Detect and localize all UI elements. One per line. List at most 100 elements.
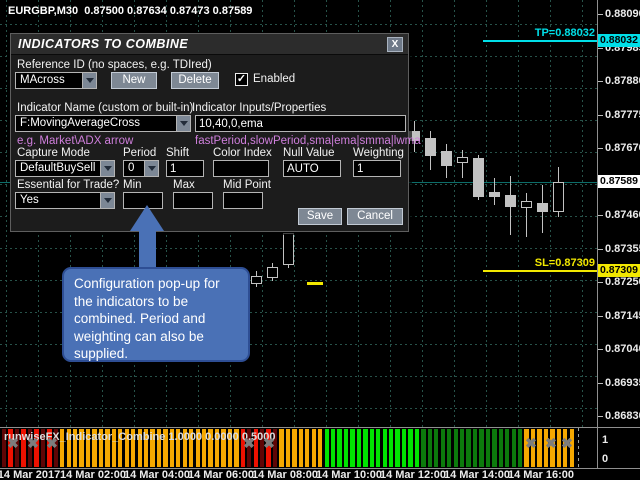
indicator-name-dropdown[interactable]: F:MovingAverageCross: [15, 115, 191, 132]
dropdown-arrow-button[interactable]: [176, 116, 190, 131]
histogram-bar: [434, 429, 439, 467]
capture-mode-dropdown[interactable]: DefaultBuySell: [15, 160, 115, 177]
histogram-bar: [40, 429, 46, 467]
take-profit-line[interactable]: [483, 40, 597, 42]
indicator-scale-min: 0: [602, 453, 609, 465]
histogram-bar: [556, 429, 562, 467]
price-axis-tick: [598, 249, 603, 250]
grid-line-horizontal: [0, 24, 597, 25]
indicator-name-label: Indicator Name (custom or built-in): [17, 102, 194, 114]
histogram-bar: [414, 429, 420, 467]
price-axis-tick: [598, 148, 603, 149]
dropdown-arrow-button[interactable]: [82, 73, 96, 88]
histogram-bar: [21, 429, 26, 467]
time-axis-label: 14 Mar 16:00: [507, 469, 575, 480]
candle-wick: [462, 150, 463, 178]
histogram-bar: [195, 429, 200, 467]
histogram-bar: [260, 429, 265, 467]
current-price-axis-badge: 0.87589: [598, 175, 640, 188]
histogram-bar: [8, 429, 13, 467]
grid-line-vertical: [518, 0, 519, 427]
histogram-bar: [150, 429, 155, 467]
price-axis-tick: [598, 383, 603, 384]
histogram-bar: [2, 429, 7, 467]
weighting-field[interactable]: [353, 160, 401, 177]
save-button[interactable]: Save: [298, 208, 342, 225]
candle-body: [553, 182, 564, 212]
essential-label: Essential for Trade?: [17, 179, 120, 191]
histogram-bar: [440, 429, 445, 467]
close-icon[interactable]: X: [387, 37, 403, 52]
max-label: Max: [173, 179, 195, 191]
price-axis-label: 0.86935: [605, 377, 640, 389]
stop-loss-line[interactable]: [483, 270, 597, 272]
shift-field[interactable]: [166, 160, 204, 177]
color-index-field[interactable]: [213, 160, 269, 177]
weighting-label: Weighting: [353, 147, 404, 159]
mid-point-label: Mid Point: [223, 179, 271, 191]
dropdown-arrow-button[interactable]: [100, 193, 114, 208]
histogram-bar: [376, 429, 381, 467]
grid-line-vertical: [6, 0, 7, 427]
price-axis-tick: [598, 416, 603, 417]
histogram-bar: [530, 429, 536, 467]
histogram-bar: [363, 429, 368, 467]
price-axis[interactable]: 0.88032 0.87589 0.87309 0.880900.879850.…: [598, 0, 640, 427]
price-axis-label: 0.87145: [605, 310, 640, 322]
price-axis-tick: [598, 215, 603, 216]
grid-line-horizontal: [0, 408, 597, 409]
chevron-down-icon: [103, 198, 112, 203]
histogram-bar: [105, 429, 110, 467]
x-mark-icon: ✖: [7, 435, 19, 451]
candle-body: [425, 138, 436, 156]
candle-body: [521, 201, 532, 208]
indicator-name-value: F:MovingAverageCross: [20, 117, 140, 129]
histogram-bar: [318, 429, 323, 467]
dialog-title: INDICATORS TO COMBINE: [18, 37, 189, 51]
chevron-down-icon: [85, 78, 94, 83]
chevron-down-icon: [103, 166, 112, 171]
grid-line-vertical: [486, 0, 487, 427]
time-axis[interactable]: 14 Mar 2017 14 Mar 02:00 14 Mar 04:00 14 Ma…: [0, 469, 640, 480]
grid-line-horizontal: [0, 344, 597, 345]
histogram-bar: [298, 429, 304, 467]
min-field[interactable]: [123, 192, 163, 209]
histogram-bar: [382, 429, 387, 467]
null-value-field[interactable]: [283, 160, 341, 177]
delete-button[interactable]: Delete: [171, 72, 219, 89]
dropdown-arrow-button[interactable]: [100, 161, 114, 176]
essential-dropdown[interactable]: Yes: [15, 192, 115, 209]
histogram-bar: [27, 429, 33, 467]
histogram-bar: [466, 429, 471, 467]
new-button[interactable]: New: [111, 72, 157, 89]
histogram-bar: [156, 429, 162, 467]
enabled-checkbox[interactable]: ✓: [235, 73, 248, 86]
histogram-bar: [569, 429, 574, 467]
reference-id-dropdown[interactable]: MAcross: [15, 72, 97, 89]
histogram-bar: [253, 429, 258, 467]
time-axis-label: 14 Mar 06:00: [187, 469, 255, 480]
histogram-bar: [137, 429, 142, 467]
indicator-scale-max: 1: [602, 434, 609, 446]
panel-separator[interactable]: [0, 427, 640, 428]
histogram-bar: [66, 429, 71, 467]
histogram-bar: [53, 429, 58, 467]
time-axis-label: 14 Mar 14:00: [443, 469, 511, 480]
histogram-bar: [518, 429, 523, 467]
x-mark-icon: ✖: [46, 435, 58, 451]
indicator-inputs-field[interactable]: [195, 115, 406, 132]
histogram-bar: [201, 429, 207, 467]
null-value-label: Null Value: [283, 147, 335, 159]
stop-loss-axis-badge: 0.87309: [598, 264, 640, 277]
grid-line-vertical: [550, 0, 551, 427]
period-dropdown[interactable]: 0: [123, 160, 159, 177]
dropdown-arrow-button[interactable]: [144, 161, 158, 176]
price-axis-tick: [598, 81, 603, 82]
dialog-title-bar[interactable]: INDICATORS TO COMBINE X: [11, 34, 408, 55]
max-field[interactable]: [173, 192, 213, 209]
time-axis-label: 14 Mar 12:00: [379, 469, 447, 480]
mid-point-field[interactable]: [223, 192, 263, 209]
time-axis-label: 14 Mar 08:00: [251, 469, 319, 480]
cancel-button[interactable]: Cancel: [347, 208, 403, 225]
histogram-bar: [214, 429, 220, 467]
